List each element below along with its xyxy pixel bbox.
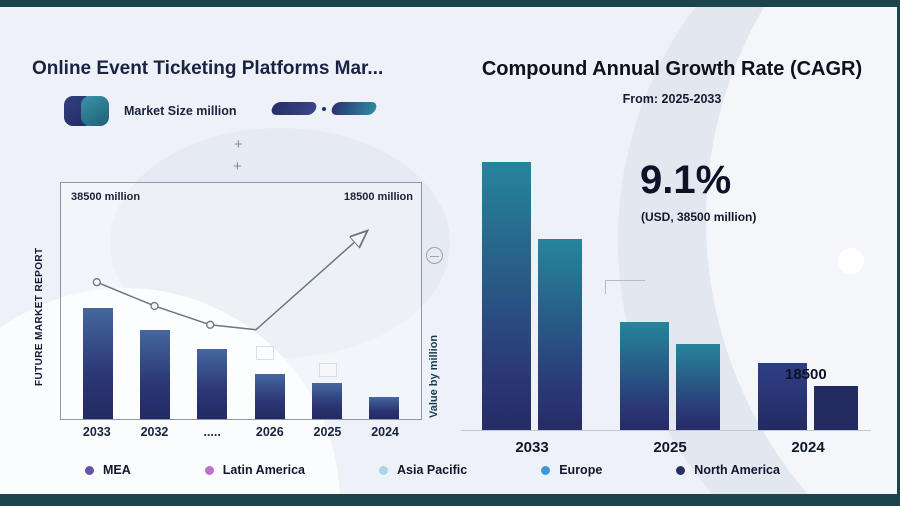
year-label: 2024	[791, 439, 825, 456]
plus-icon: +	[233, 158, 242, 175]
legend-dot-icon	[85, 465, 94, 475]
legend-item-asia-pacific: Asia Pacific	[379, 463, 467, 477]
legend-dot-icon	[676, 465, 686, 475]
x-axis-label: 2033	[82, 425, 111, 439]
market-size-bar-2032	[139, 329, 170, 419]
cagr-subtitle: From: 2025-2033	[622, 92, 722, 106]
annotation-38500: 38500 million	[71, 191, 141, 203]
market-size-bars	[61, 183, 421, 419]
market-size-bar-2025	[311, 383, 342, 419]
legend-label: Europe	[559, 463, 603, 477]
x-axis-label: 2032	[140, 425, 169, 439]
cagr-chart: 2033 2025 2024 9.1% (USD, 38500 million) 1…	[455, 128, 885, 458]
legend-label: Latin America	[222, 463, 305, 477]
cagr-bar-2033-primary	[482, 162, 531, 430]
background-small-circle	[838, 248, 864, 274]
bar-value-label: 18500	[785, 366, 827, 383]
cagr-group-2033: 2033	[482, 152, 582, 456]
market-size-bar-.....	[197, 348, 228, 419]
x-axis-label: 2026	[255, 425, 284, 439]
x-axis-label: 2025	[313, 425, 342, 439]
left-x-axis-labels: 2033 2032..... 2026 2025 2024	[60, 425, 422, 439]
circle-minus-icon	[426, 247, 443, 264]
pill-navy-icon	[269, 102, 319, 115]
cagr-bar-groups: 2033 2025 2024	[470, 152, 870, 456]
cagr-note: (USD, 38500 million)	[641, 210, 757, 224]
cagr-group-2025: 2025	[620, 152, 720, 456]
legend-item-latin-america: Latin America	[204, 463, 305, 477]
market-size-chart: 38500 million 18500 million	[60, 182, 422, 420]
x-axis-label: .....	[203, 425, 221, 439]
annotation-18500: 18500 million	[343, 191, 413, 203]
legend-label: MEA	[103, 463, 131, 477]
legend-item-north-america: North America	[676, 463, 780, 477]
legend-item-mea: MEA	[85, 463, 131, 477]
top-border-bar	[0, 0, 900, 7]
market-size-bar-2033	[82, 308, 113, 419]
right-border-bar	[897, 0, 900, 506]
plus-icon: +	[234, 136, 243, 153]
market-size-bar-2026	[254, 374, 285, 419]
right-axis-title: Value by million	[428, 334, 440, 418]
x-axis-line	[461, 430, 871, 431]
legend-dot-icon	[379, 465, 389, 475]
bottom-border-bar	[0, 494, 900, 506]
market-size-label: Market Size million	[124, 104, 237, 118]
legend-dot-icon	[204, 465, 214, 475]
cagr-bar-2025-secondary	[676, 343, 720, 430]
pill-dot-icon	[322, 106, 326, 111]
cagr-value: 9.1%	[640, 158, 732, 202]
cagr-bar-2024-primary	[758, 363, 807, 430]
cagr-bar-2033-secondary	[538, 238, 582, 430]
legend-dot-icon	[541, 465, 551, 475]
region-legend: MEA Latin America Asia Pacific Europe North …	[85, 463, 780, 477]
left-axis-title: FUTURE MARKET REPORT	[34, 247, 45, 387]
cagr-group-2024: 2024	[758, 152, 858, 456]
watermark-icon	[319, 363, 337, 377]
watermark-icon	[256, 346, 274, 360]
year-label: 2025	[653, 439, 687, 456]
market-size-bar-2024	[369, 397, 400, 419]
year-label: 2033	[515, 439, 549, 456]
x-axis-label: 2024	[371, 425, 400, 439]
left-chart-title: Online Event Ticketing Platforms Mar...	[32, 58, 384, 79]
cagr-bar-2025-primary	[620, 321, 669, 430]
legend-label: Asia Pacific	[397, 463, 468, 477]
market-size-legend: Market Size million	[64, 94, 237, 128]
legend-label: North America	[694, 463, 780, 477]
cagr-title: Compound Annual Growth Rate (CAGR)	[481, 58, 863, 80]
cagr-bar-2024-secondary	[814, 385, 858, 430]
legend-item-europe: Europe	[541, 463, 602, 477]
pill-teal-icon	[329, 102, 379, 115]
toggle-pills-icon	[269, 102, 379, 115]
corner-line-decoration	[605, 280, 645, 294]
market-size-icon	[64, 94, 114, 128]
